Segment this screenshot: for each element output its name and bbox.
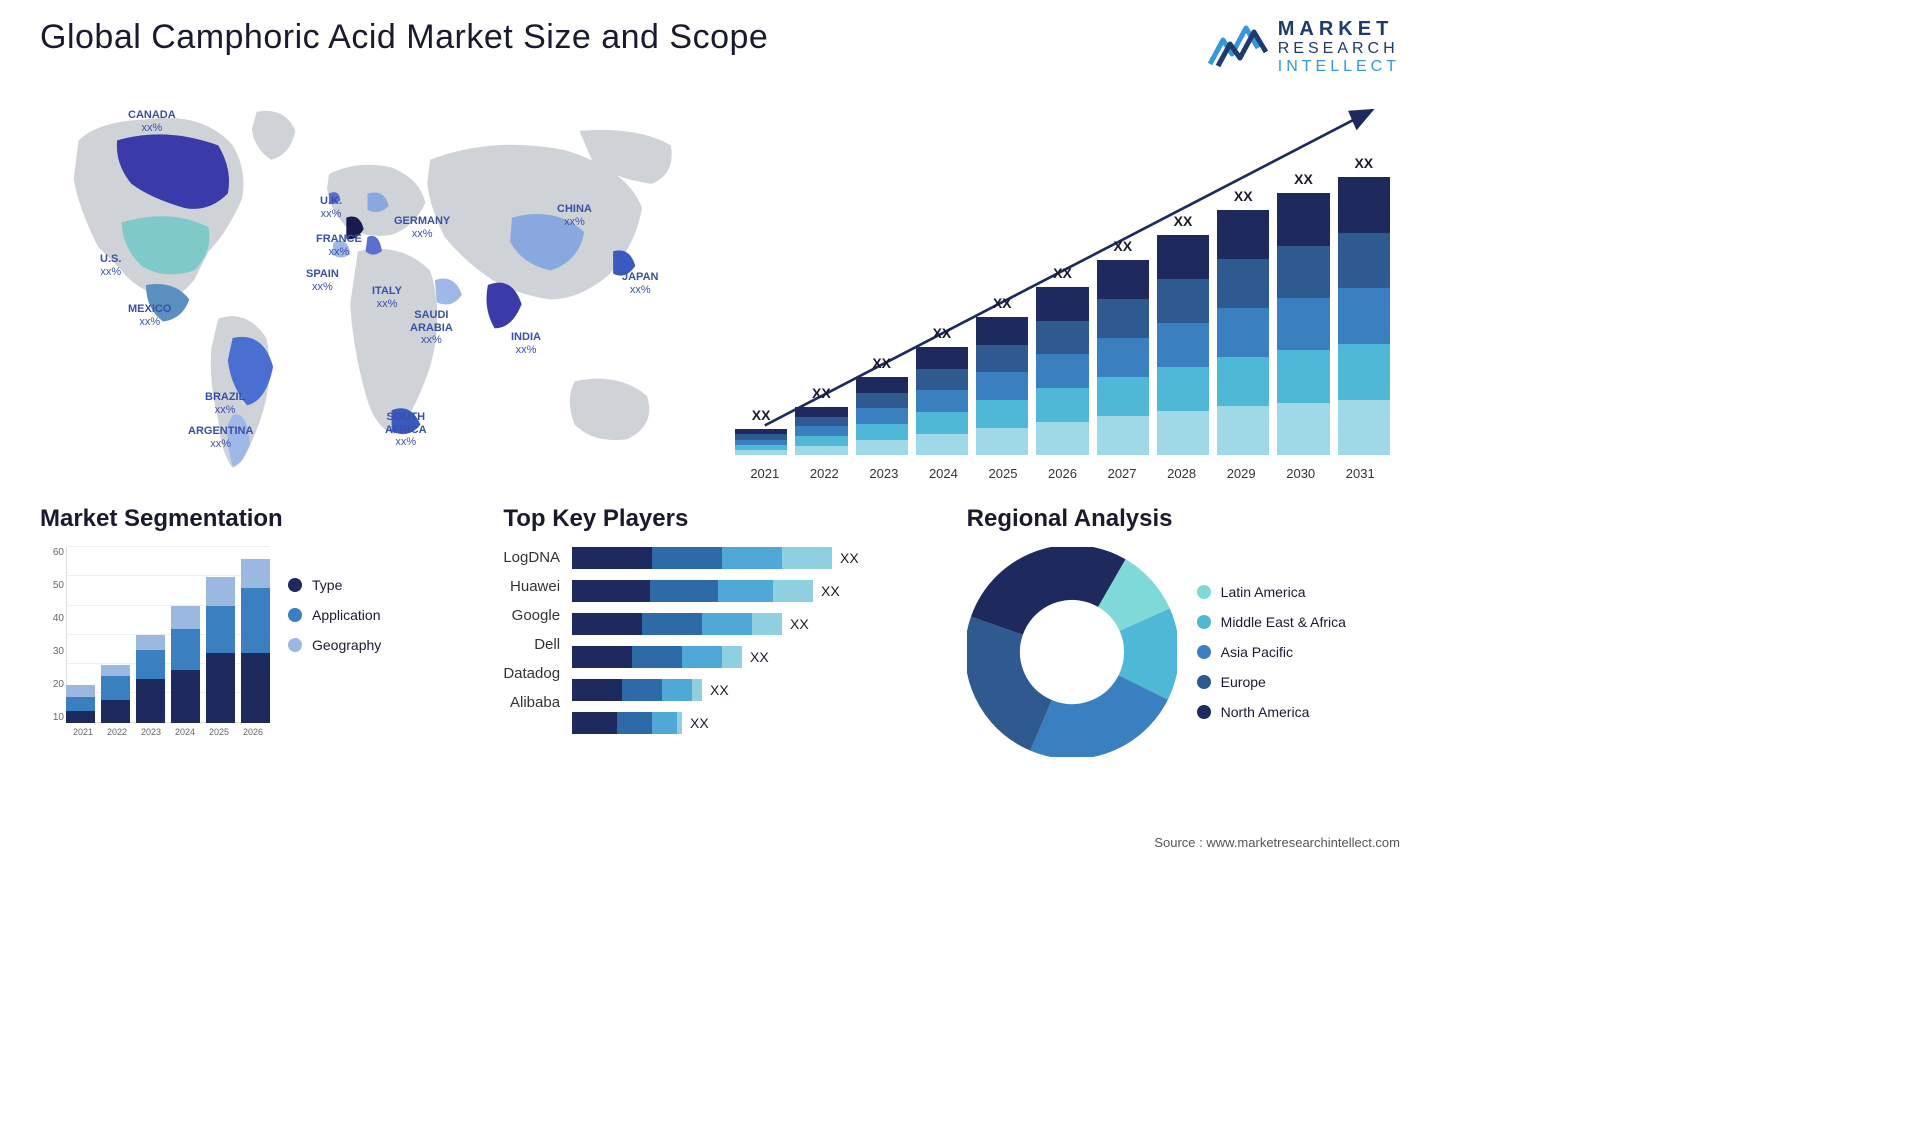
region-legend-item: Latin America — [1197, 584, 1346, 600]
source-attribution: Source : www.marketresearchintellect.com — [1154, 835, 1400, 850]
seg-bar-2022 — [101, 665, 130, 724]
map-label-germany: GERMANYxx% — [394, 215, 450, 240]
seg-bar-2023 — [136, 635, 165, 723]
map-label-saudiarabia: SAUDIARABIAxx% — [410, 309, 453, 347]
region-legend-item: Europe — [1197, 674, 1346, 690]
map-label-southafrica: SOUTHAFRICAxx% — [385, 411, 427, 449]
growth-bar-2023: XX — [856, 377, 908, 455]
growth-xlabel: 2022 — [795, 466, 855, 481]
seg-legend-item: Type — [288, 577, 381, 593]
map-label-us: U.S.xx% — [100, 253, 121, 278]
growth-xlabel: 2027 — [1092, 466, 1152, 481]
players-panel: Top Key Players LogDNA Huawei Google Dell Da… — [503, 505, 936, 757]
growth-xlabel: 2024 — [914, 466, 974, 481]
map-label-china: CHINAxx% — [557, 203, 592, 228]
logo-text-3: INTELLECT — [1278, 58, 1400, 76]
logo-text-2: RESEARCH — [1278, 40, 1400, 58]
growth-xlabel: 2031 — [1330, 466, 1390, 481]
growth-xlabel: 2026 — [1033, 466, 1093, 481]
map-label-canada: CANADAxx% — [128, 109, 176, 134]
world-map — [40, 85, 695, 485]
page-title: Global Camphoric Acid Market Size and Sc… — [40, 18, 768, 57]
growth-bar-2027: XX — [1097, 260, 1149, 455]
players-title: Top Key Players — [503, 505, 936, 533]
player-name: Google — [503, 607, 560, 624]
world-map-panel: CANADAxx% U.S.xx% MEXICOxx% BRAZILxx% ARGENT… — [40, 85, 695, 485]
regional-donut — [967, 547, 1177, 757]
regional-panel: Regional Analysis Latin America Middle Ea… — [967, 505, 1400, 757]
growth-chart-panel: XXXXXXXXXXXXXXXXXXXXXX 20212022202320242… — [725, 85, 1400, 485]
growth-xlabel: 2023 — [854, 466, 914, 481]
growth-bar-2029: XX — [1217, 210, 1269, 455]
growth-bar-2024: XX — [916, 347, 968, 455]
growth-bar-2028: XX — [1157, 235, 1209, 455]
growth-bar-2022: XX — [795, 407, 847, 455]
region-legend-item: North America — [1197, 704, 1346, 720]
region-legend-item: Middle East & Africa — [1197, 614, 1346, 630]
growth-xlabel: 2028 — [1152, 466, 1212, 481]
player-name: Dell — [503, 636, 560, 653]
map-label-japan: JAPANxx% — [622, 271, 658, 296]
seg-bar-2024 — [171, 606, 200, 723]
player-bar-datadog: XX — [572, 679, 937, 701]
map-label-france: FRANCExx% — [316, 233, 362, 258]
segmentation-panel: Market Segmentation 102030405060 2021202… — [40, 505, 473, 757]
logo-text-1: MARKET — [1278, 18, 1400, 40]
growth-xlabel: 2021 — [735, 466, 795, 481]
map-label-argentina: ARGENTINAxx% — [188, 425, 253, 450]
map-label-uk: U.K.xx% — [320, 195, 342, 220]
growth-bar-2030: XX — [1277, 193, 1329, 455]
player-bar-alibaba: XX — [572, 712, 937, 734]
player-name: Datadog — [503, 665, 560, 682]
player-bar-dell: XX — [572, 646, 937, 668]
growth-xlabel: 2025 — [973, 466, 1033, 481]
growth-bar-2021: XX — [735, 429, 787, 455]
seg-legend-item: Application — [288, 607, 381, 623]
growth-xlabel: 2029 — [1211, 466, 1271, 481]
growth-xlabel: 2030 — [1271, 466, 1331, 481]
player-name: LogDNA — [503, 549, 560, 566]
growth-bar-2026: XX — [1036, 287, 1088, 455]
logo: MARKET RESEARCH INTELLECT — [1208, 18, 1400, 75]
segmentation-title: Market Segmentation — [40, 505, 473, 533]
map-label-india: INDIAxx% — [511, 331, 541, 356]
player-name: Huawei — [503, 578, 560, 595]
logo-icon — [1208, 22, 1268, 72]
growth-bar-2031: XX — [1338, 177, 1390, 455]
region-legend-item: Asia Pacific — [1197, 644, 1346, 660]
player-bar-huawei: XX — [572, 580, 937, 602]
seg-bar-2026 — [241, 559, 270, 723]
map-label-spain: SPAINxx% — [306, 268, 339, 293]
growth-bar-2025: XX — [976, 317, 1028, 455]
seg-bar-2025 — [206, 577, 235, 724]
player-bar-logdna: XX — [572, 547, 937, 569]
segmentation-chart: 102030405060 202120222023202420252026 — [40, 547, 270, 747]
map-label-italy: ITALYxx% — [372, 285, 402, 310]
map-label-brazil: BRAZILxx% — [205, 391, 245, 416]
seg-bar-2021 — [66, 685, 95, 723]
player-bar-google: XX — [572, 613, 937, 635]
seg-legend-item: Geography — [288, 637, 381, 653]
regional-title: Regional Analysis — [967, 505, 1400, 533]
map-label-mexico: MEXICOxx% — [128, 303, 171, 328]
player-name: Alibaba — [503, 694, 560, 711]
